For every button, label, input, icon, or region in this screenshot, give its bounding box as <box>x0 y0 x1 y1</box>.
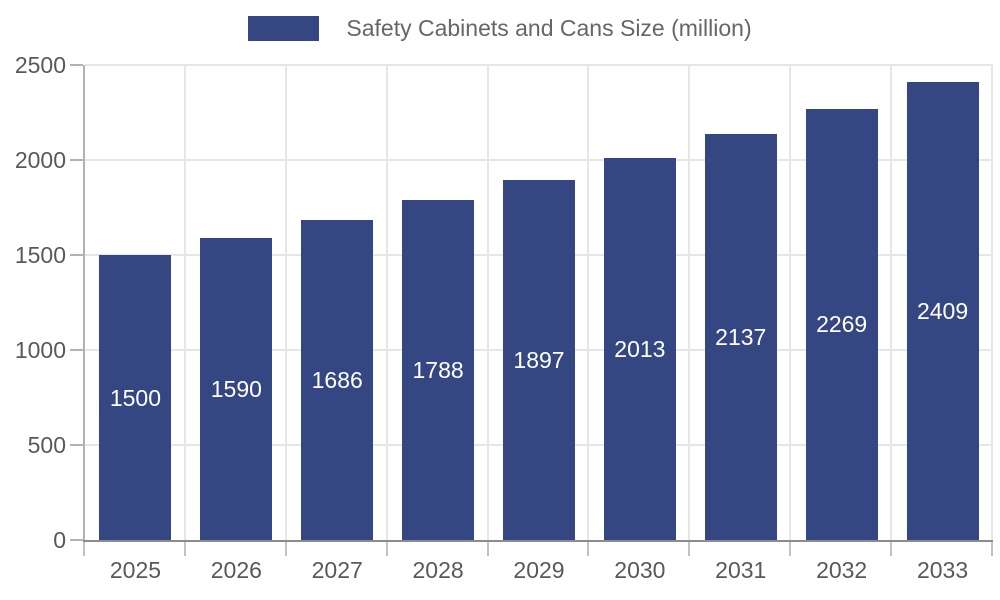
bar-2030[interactable] <box>603 157 676 540</box>
y-tick <box>70 349 83 351</box>
bar-2027[interactable] <box>301 219 374 540</box>
x-tick-label: 2033 <box>916 557 969 583</box>
h-gridline <box>85 64 993 66</box>
y-tick-label: 0 <box>53 527 66 553</box>
bar-2032[interactable] <box>805 108 878 540</box>
legend-label[interactable]: Safety Cabinets and Cans Size (million) <box>346 15 752 41</box>
y-tick-label: 2000 <box>14 147 66 173</box>
y-tick-label: 1000 <box>14 337 66 363</box>
x-tick <box>284 542 287 556</box>
h-gridline <box>85 159 993 161</box>
x-tick <box>587 542 590 556</box>
v-gridline <box>890 65 893 540</box>
v-gridline <box>486 65 489 540</box>
y-tick-label: 500 <box>27 432 66 458</box>
bar-value-label: 1590 <box>210 375 262 402</box>
bar-2025[interactable] <box>99 255 172 540</box>
v-gridline <box>789 65 792 540</box>
x-axis-line <box>83 540 993 542</box>
bar-value-label: 2269 <box>816 311 868 338</box>
bar-value-label: 2013 <box>614 335 666 362</box>
bar-value-label: 1897 <box>513 346 565 373</box>
y-tick-label: 1500 <box>14 242 66 268</box>
y-axis-line <box>83 65 85 556</box>
x-tick-label: 2027 <box>311 557 363 583</box>
x-tick <box>385 542 388 556</box>
bar-value-label: 1500 <box>109 384 162 411</box>
bar-value-label: 2137 <box>715 323 767 350</box>
v-gridline <box>385 65 388 540</box>
x-tick-label: 2028 <box>412 557 464 583</box>
x-tick <box>789 542 792 556</box>
y-tick <box>70 254 83 256</box>
bar-2028[interactable] <box>402 200 475 540</box>
v-gridline <box>587 65 590 540</box>
y-tick <box>70 64 83 66</box>
x-tick <box>890 542 893 556</box>
bar-2033[interactable] <box>906 82 979 540</box>
v-gridline <box>991 65 993 540</box>
bar-value-label: 1788 <box>412 357 464 384</box>
y-tick <box>70 159 83 161</box>
x-tick-label: 2025 <box>109 557 162 583</box>
x-tick <box>486 542 489 556</box>
x-tick-label: 2031 <box>715 557 767 583</box>
y-tick-label: 2500 <box>14 52 66 78</box>
plot-area: 0 500 1000 1500 2000 2500 1500 2025 1590 2026 1686… <box>15 52 993 583</box>
x-tick-label: 2032 <box>816 557 868 583</box>
bar-value-label: 2409 <box>916 298 969 325</box>
legend[interactable]: Safety Cabinets and Cans Size (million) <box>0 16 1000 41</box>
bar-2029[interactable] <box>503 179 575 540</box>
x-tick <box>991 542 993 556</box>
bar-value-label: 1686 <box>311 366 363 393</box>
x-tick <box>688 542 691 556</box>
y-tick <box>70 539 83 541</box>
bar-2026[interactable] <box>200 237 273 540</box>
x-tick-label: 2029 <box>513 557 565 583</box>
legend-swatch[interactable] <box>248 16 320 41</box>
x-tick <box>83 542 85 556</box>
v-gridline <box>183 65 186 540</box>
x-tick <box>183 542 186 556</box>
bar-2031[interactable] <box>704 133 777 540</box>
x-tick-label: 2030 <box>614 557 666 583</box>
v-gridline <box>284 65 287 540</box>
y-tick <box>70 444 83 446</box>
x-tick-label: 2026 <box>210 557 262 583</box>
v-gridline <box>688 65 691 540</box>
